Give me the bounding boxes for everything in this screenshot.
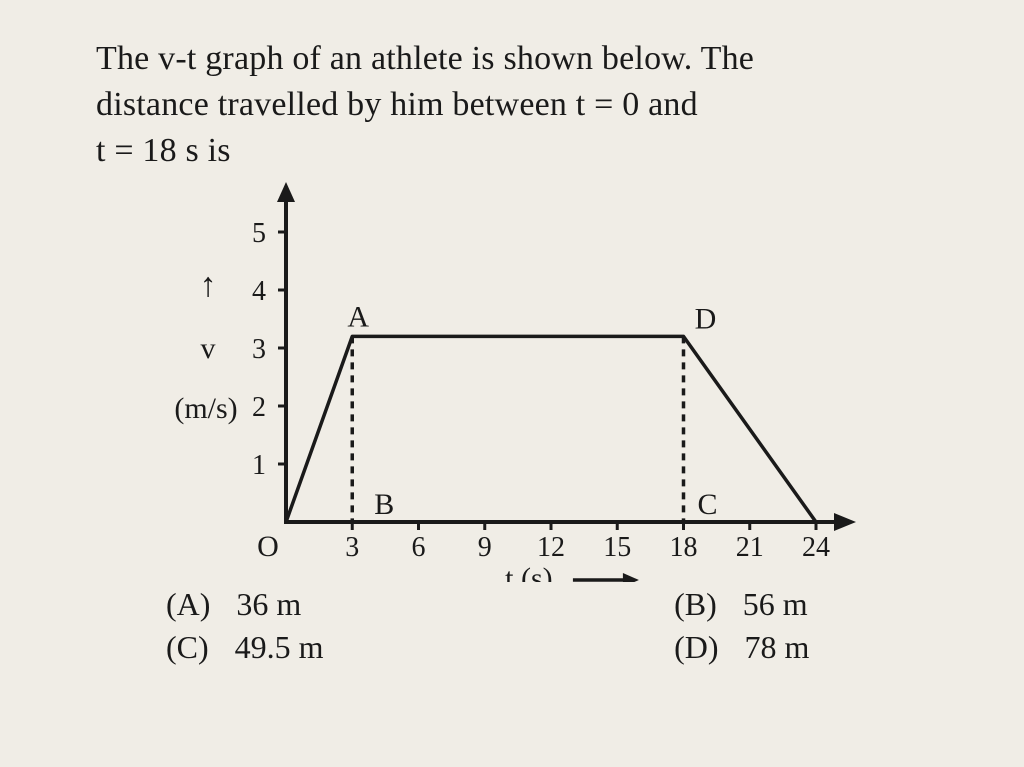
svg-text:↑: ↑	[200, 267, 217, 304]
svg-text:18: 18	[670, 532, 698, 563]
option-D-value: 78 m	[745, 629, 810, 665]
svg-text:5: 5	[252, 218, 266, 249]
question-line1: The v-t graph of an athlete is shown bel…	[96, 40, 754, 77]
question-line3: t = 18 s is	[96, 132, 231, 169]
option-C-value: 49.5 m	[235, 629, 324, 665]
svg-text:9: 9	[478, 532, 492, 563]
option-C-label: (C)	[166, 629, 209, 665]
question-line2: distance travelled by him between t = 0 …	[96, 86, 698, 123]
svg-text:3: 3	[252, 334, 266, 365]
svg-text:6: 6	[412, 532, 426, 563]
option-D: (D) 78 m	[674, 629, 960, 666]
svg-text:3: 3	[345, 532, 359, 563]
option-C: (C) 49.5 m	[166, 629, 474, 666]
option-A: (A) 36 m	[166, 586, 474, 623]
svg-text:(m/s): (m/s)	[174, 392, 237, 425]
svg-text:4: 4	[252, 276, 266, 307]
question-text: The v-t graph of an athlete is shown bel…	[96, 36, 960, 174]
svg-text:24: 24	[802, 532, 830, 563]
svg-text:21: 21	[736, 532, 764, 563]
svg-text:O: O	[257, 530, 279, 563]
option-B: (B) 56 m	[674, 586, 960, 623]
vt-graph: 123453691215182124OADBC↑v(m/s)t (s)	[136, 182, 960, 582]
svg-text:C: C	[698, 488, 718, 521]
svg-text:12: 12	[537, 532, 565, 563]
option-A-label: (A)	[166, 586, 210, 622]
svg-text:15: 15	[603, 532, 631, 563]
svg-text:t (s): t (s)	[505, 562, 552, 582]
svg-text:1: 1	[252, 450, 266, 481]
option-A-value: 36 m	[236, 586, 301, 622]
option-B-value: 56 m	[743, 586, 808, 622]
option-B-label: (B)	[674, 586, 717, 622]
option-D-label: (D)	[674, 629, 718, 665]
svg-text:2: 2	[252, 392, 266, 423]
chart-svg: 123453691215182124OADBC↑v(m/s)t (s)	[136, 182, 856, 582]
svg-text:A: A	[347, 300, 369, 333]
options-grid: (A) 36 m (B) 56 m (C) 49.5 m (D) 78 m	[166, 586, 960, 666]
svg-text:B: B	[374, 488, 394, 521]
svg-text:D: D	[695, 302, 717, 335]
svg-text:v: v	[201, 332, 216, 365]
page-container: The v-t graph of an athlete is shown bel…	[0, 0, 1024, 702]
